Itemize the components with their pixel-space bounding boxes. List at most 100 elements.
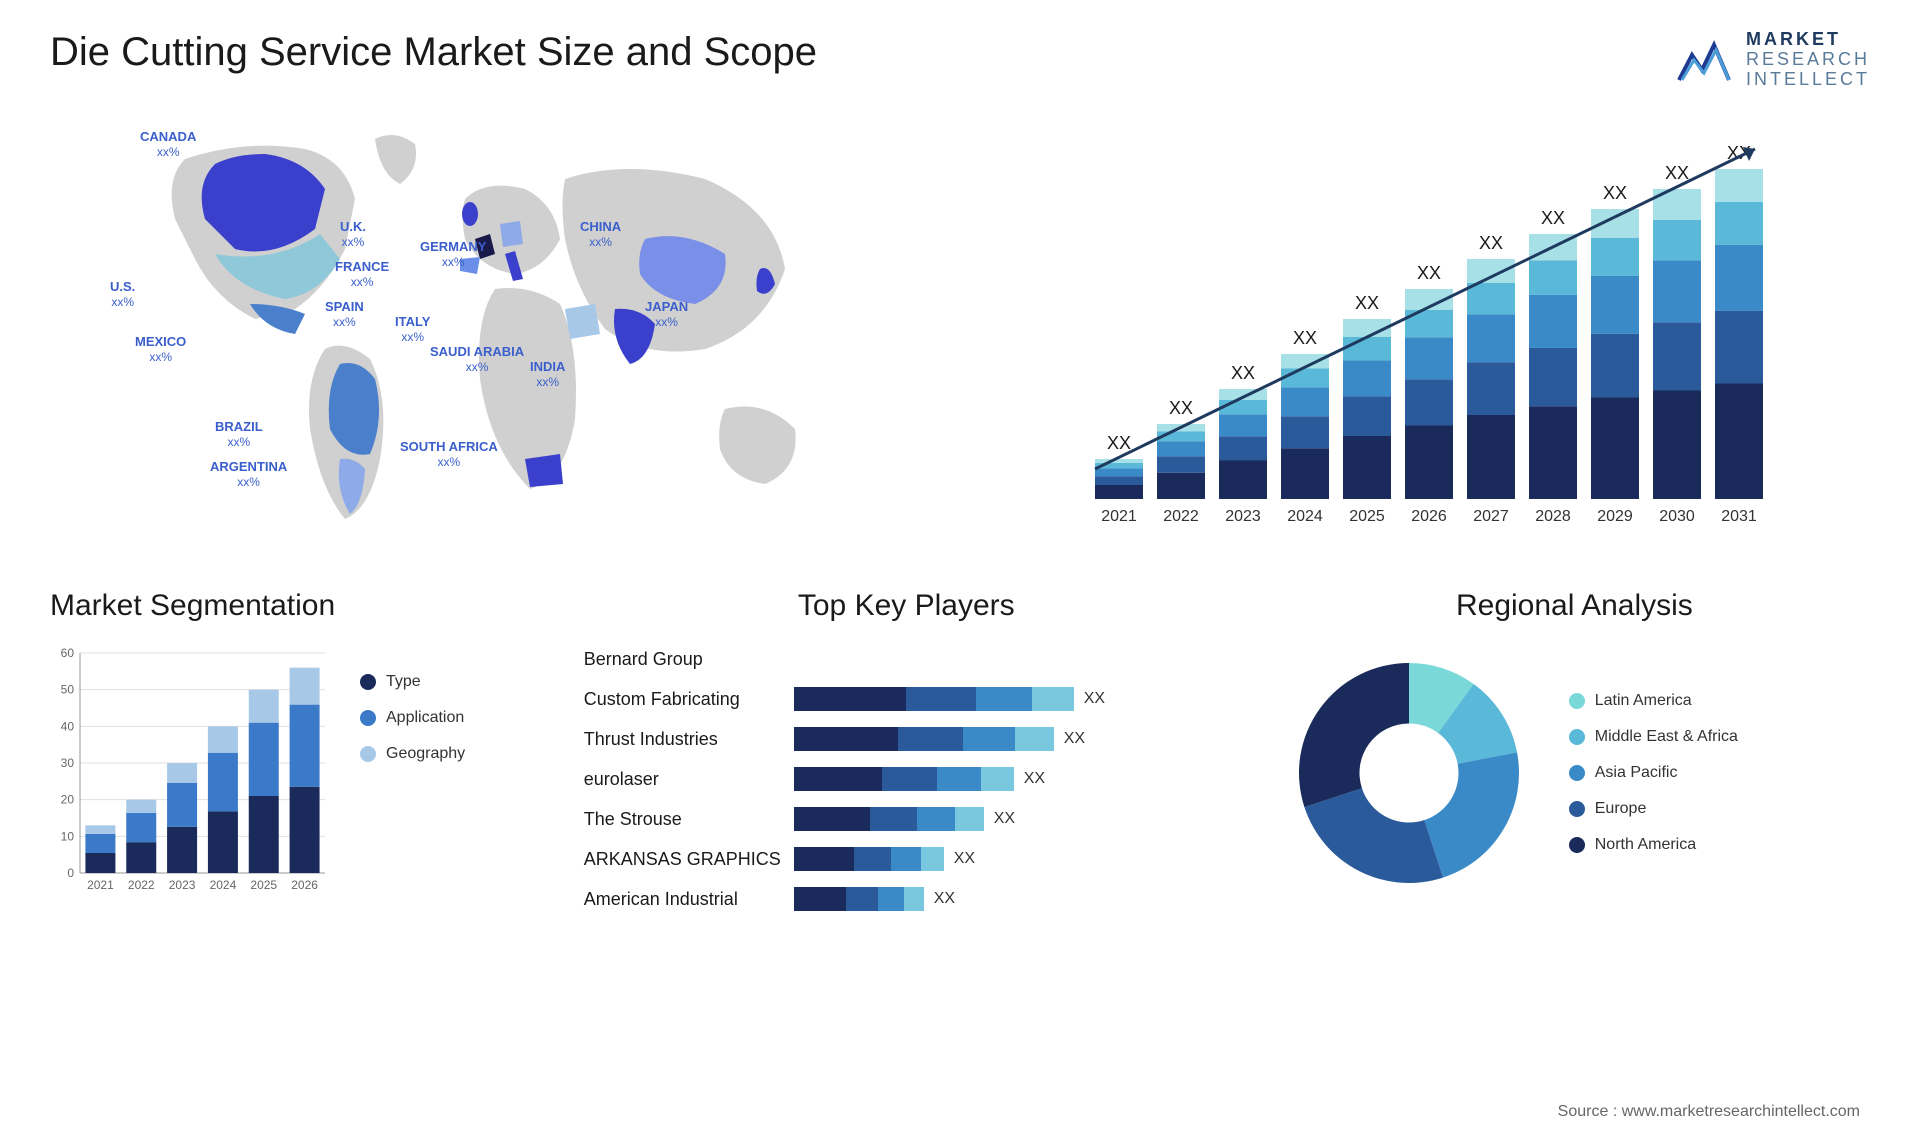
legend-item: Latin America bbox=[1569, 692, 1738, 710]
player-value: XX bbox=[1064, 730, 1085, 748]
svg-text:60: 60 bbox=[61, 646, 75, 660]
players-list: Bernard Group Custom Fabricating XX Thru… bbox=[584, 643, 1229, 915]
player-bar-segment bbox=[904, 887, 924, 911]
legend-dot bbox=[360, 746, 376, 762]
map-label: FRANCExx% bbox=[335, 259, 389, 289]
svg-text:XX: XX bbox=[1355, 293, 1379, 313]
player-bar bbox=[794, 887, 924, 911]
player-bar-wrap: XX bbox=[794, 767, 1229, 791]
player-value: XX bbox=[994, 810, 1015, 828]
svg-text:2025: 2025 bbox=[250, 878, 277, 892]
player-name: eurolaser bbox=[584, 769, 784, 790]
page-title: Die Cutting Service Market Size and Scop… bbox=[50, 30, 817, 75]
legend-label: North America bbox=[1595, 836, 1696, 854]
legend-item: Middle East & Africa bbox=[1569, 728, 1738, 746]
legend-label: Europe bbox=[1595, 800, 1647, 818]
top-row: CANADAxx%U.S.xx%MEXICOxx%BRAZILxx%ARGENT… bbox=[50, 119, 1870, 539]
player-value: XX bbox=[954, 850, 975, 868]
map-label: INDIAxx% bbox=[530, 359, 565, 389]
player-bar-wrap: XX bbox=[794, 687, 1229, 711]
player-value: XX bbox=[1024, 770, 1045, 788]
logo-text: MARKET RESEARCH INTELLECT bbox=[1746, 30, 1870, 89]
svg-text:2022: 2022 bbox=[128, 878, 155, 892]
player-row: Bernard Group bbox=[584, 643, 1229, 675]
player-bar-segment bbox=[963, 727, 1015, 751]
player-bar-segment bbox=[854, 847, 892, 871]
player-bar-segment bbox=[794, 727, 898, 751]
player-bar-wrap bbox=[794, 647, 1229, 671]
forecast-panel: XX2021XX2022XX2023XX2024XX2025XX2026XX20… bbox=[980, 119, 1870, 539]
svg-text:20: 20 bbox=[61, 793, 75, 807]
player-name: ARKANSAS GRAPHICS bbox=[584, 849, 784, 870]
player-bar-wrap: XX bbox=[794, 807, 1229, 831]
svg-text:XX: XX bbox=[1169, 398, 1193, 418]
player-bar-segment bbox=[981, 767, 1014, 791]
logo-line-3: INTELLECT bbox=[1746, 70, 1870, 90]
player-bar-segment bbox=[921, 847, 944, 871]
svg-text:2022: 2022 bbox=[1163, 508, 1199, 525]
player-bar bbox=[794, 847, 944, 871]
player-bar-segment bbox=[937, 767, 981, 791]
player-name: Thrust Industries bbox=[584, 729, 784, 750]
player-row: The Strouse XX bbox=[584, 803, 1229, 835]
map-label: U.K.xx% bbox=[340, 219, 366, 249]
players-panel: Top Key Players Bernard Group Custom Fab… bbox=[584, 589, 1229, 915]
source-text: Source : www.marketresearchintellect.com bbox=[1558, 1103, 1860, 1121]
svg-text:40: 40 bbox=[61, 720, 75, 734]
svg-text:2023: 2023 bbox=[169, 878, 196, 892]
legend-dot bbox=[1569, 693, 1585, 709]
segmentation-wrap: 0102030405060 202120222023202420252026 T… bbox=[50, 643, 534, 903]
map-label: SPAINxx% bbox=[325, 299, 364, 329]
player-bar bbox=[794, 687, 1074, 711]
forecast-chart-svg: XX2021XX2022XX2023XX2024XX2025XX2026XX20… bbox=[980, 119, 1870, 539]
player-bar-segment bbox=[1032, 687, 1074, 711]
segmentation-title: Market Segmentation bbox=[50, 589, 534, 623]
svg-text:XX: XX bbox=[1293, 328, 1317, 348]
player-bar-segment bbox=[794, 847, 854, 871]
player-row: eurolaser XX bbox=[584, 763, 1229, 795]
svg-text:2021: 2021 bbox=[87, 878, 114, 892]
header: Die Cutting Service Market Size and Scop… bbox=[50, 30, 1870, 89]
legend-dot bbox=[1569, 765, 1585, 781]
player-bar-segment bbox=[917, 807, 955, 831]
player-row: ARKANSAS GRAPHICS XX bbox=[584, 843, 1229, 875]
legend-label: Geography bbox=[386, 745, 465, 763]
legend-label: Latin America bbox=[1595, 692, 1692, 710]
legend-dot bbox=[1569, 729, 1585, 745]
logo-line-2: RESEARCH bbox=[1746, 50, 1870, 70]
player-row: Custom Fabricating XX bbox=[584, 683, 1229, 715]
player-name: Custom Fabricating bbox=[584, 689, 784, 710]
player-row: Thrust Industries XX bbox=[584, 723, 1229, 755]
donut-chart-svg bbox=[1279, 643, 1539, 903]
world-map-panel: CANADAxx%U.S.xx%MEXICOxx%BRAZILxx%ARGENT… bbox=[50, 119, 940, 539]
map-label: ARGENTINAxx% bbox=[210, 459, 287, 489]
player-bar-segment bbox=[794, 687, 906, 711]
map-label: U.S.xx% bbox=[110, 279, 135, 309]
svg-text:XX: XX bbox=[1231, 363, 1255, 383]
legend-label: Middle East & Africa bbox=[1595, 728, 1738, 746]
player-bar-segment bbox=[891, 847, 921, 871]
players-title: Top Key Players bbox=[584, 589, 1229, 623]
svg-text:2029: 2029 bbox=[1597, 508, 1633, 525]
player-bar-segment bbox=[976, 687, 1032, 711]
map-label: SOUTH AFRICAxx% bbox=[400, 439, 498, 469]
regional-legend: Latin AmericaMiddle East & AfricaAsia Pa… bbox=[1569, 692, 1738, 854]
legend-dot bbox=[1569, 801, 1585, 817]
legend-item: Type bbox=[360, 673, 465, 691]
svg-text:2024: 2024 bbox=[1287, 508, 1323, 525]
svg-text:2026: 2026 bbox=[1411, 508, 1447, 525]
svg-text:XX: XX bbox=[1417, 263, 1441, 283]
legend-dot bbox=[1569, 837, 1585, 853]
player-bar-segment bbox=[878, 887, 904, 911]
svg-text:2025: 2025 bbox=[1349, 508, 1385, 525]
legend-dot bbox=[360, 710, 376, 726]
map-label: CHINAxx% bbox=[580, 219, 621, 249]
svg-text:XX: XX bbox=[1107, 433, 1131, 453]
svg-text:30: 30 bbox=[61, 756, 75, 770]
svg-text:10: 10 bbox=[61, 830, 75, 844]
map-label: GERMANYxx% bbox=[420, 239, 486, 269]
bottom-row: Market Segmentation 0102030405060 202120… bbox=[50, 589, 1870, 915]
legend-label: Application bbox=[386, 709, 464, 727]
svg-text:50: 50 bbox=[61, 683, 75, 697]
legend-item: Geography bbox=[360, 745, 465, 763]
